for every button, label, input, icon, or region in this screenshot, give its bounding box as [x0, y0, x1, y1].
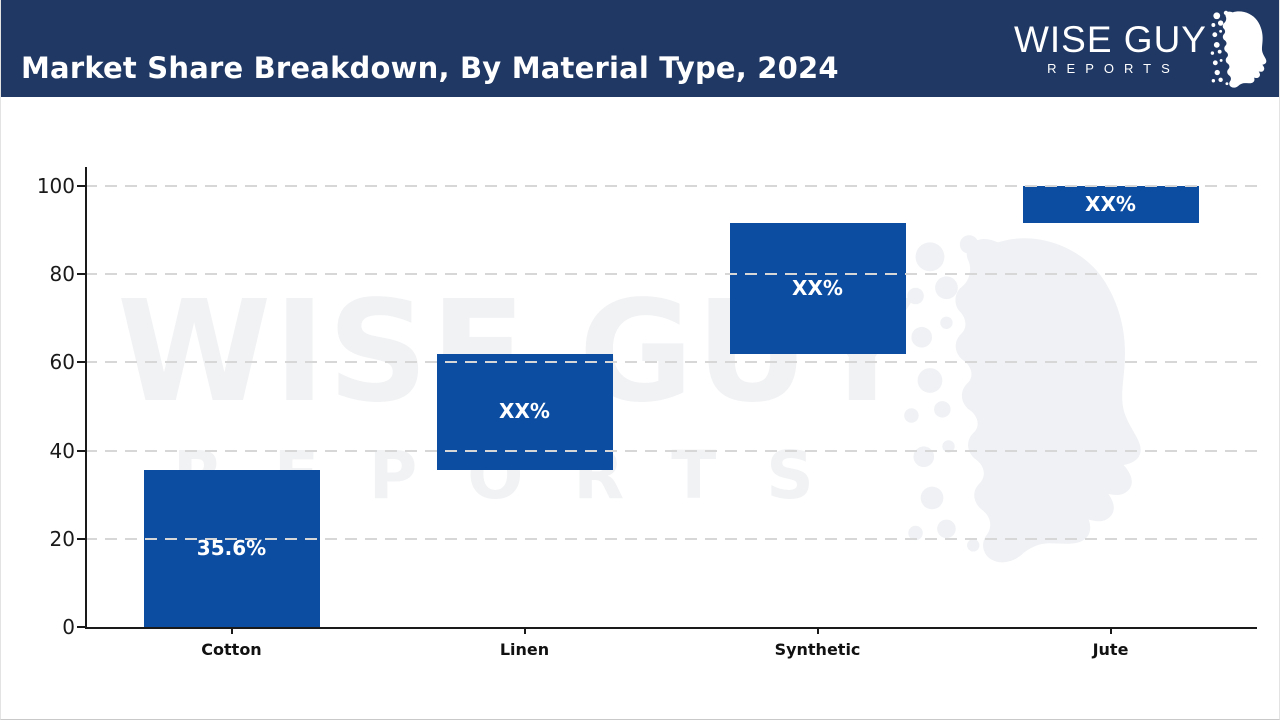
y-axis-line	[85, 167, 87, 629]
bar-jute	[1022, 186, 1199, 224]
logo-text: WISE GUY REPORTS	[1014, 21, 1207, 76]
y-tick-mark	[77, 361, 85, 364]
x-tick-mark	[523, 627, 526, 634]
gridline-60	[85, 361, 1257, 364]
bar-value-label: XX%	[1085, 191, 1136, 216]
header: Market Share Breakdown, By Material Type…	[1, 0, 1279, 97]
gridline-40	[85, 449, 1257, 452]
y-tick-mark	[77, 185, 85, 187]
x-axis-line	[85, 627, 1257, 629]
y-tick-label: 40	[49, 438, 75, 463]
logo-wordmark: WISE GUY	[1013, 19, 1207, 60]
gridline-100	[85, 185, 1257, 187]
x-tick-mark	[1109, 627, 1112, 634]
wiseguy-logo: WISE GUY REPORTS	[1014, 0, 1273, 97]
bar-cotton	[143, 470, 320, 627]
watermark-head-icon	[904, 235, 1141, 563]
x-category-label: Linen	[499, 640, 550, 659]
y-tick-mark	[77, 537, 85, 540]
y-tick-label: 60	[49, 350, 75, 375]
gridline-20	[85, 537, 1257, 540]
bar-value-label: 35.6%	[196, 535, 267, 560]
y-tick-label: 0	[62, 615, 75, 639]
y-tick-label: 80	[49, 262, 75, 287]
y-tick-mark	[77, 626, 85, 628]
wiseguy-head-icon	[1210, 10, 1267, 88]
x-tick-mark	[816, 627, 819, 634]
y-tick-label: 20	[49, 526, 75, 551]
x-category-label: Synthetic	[774, 640, 861, 659]
x-category-label: Jute	[1092, 640, 1129, 659]
page-title: Market Share Breakdown, By Material Type…	[21, 50, 839, 85]
gridline-80	[85, 273, 1257, 276]
y-tick-label: 100	[36, 174, 75, 198]
bar-value-label: XX%	[792, 275, 843, 300]
logo-subtitle: REPORTS	[1047, 61, 1180, 76]
bar-synthetic	[729, 223, 906, 354]
x-tick-mark	[230, 627, 233, 634]
y-tick-mark	[77, 273, 85, 276]
bar-value-label: XX%	[499, 398, 550, 423]
y-tick-mark	[77, 449, 85, 452]
x-category-label: Cotton	[201, 640, 262, 659]
